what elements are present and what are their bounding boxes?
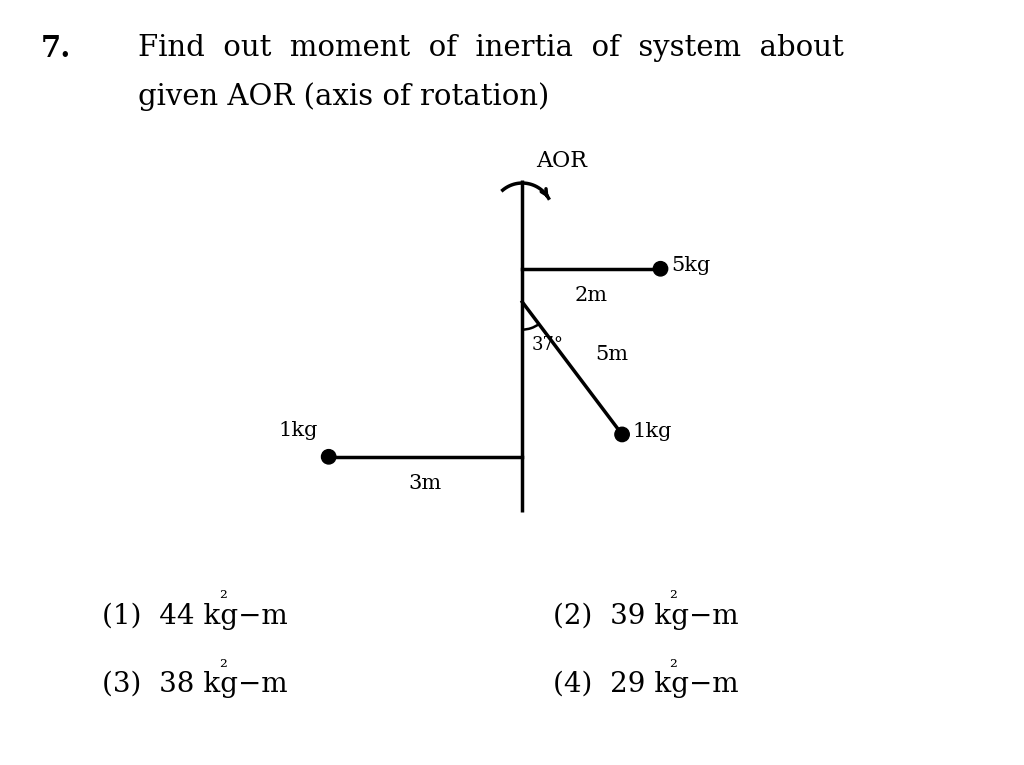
- Text: given AOR (axis of rotation): given AOR (axis of rotation): [138, 82, 550, 111]
- Text: 1kg: 1kg: [279, 422, 317, 440]
- Text: (4)  29 kg−m: (4) 29 kg−m: [553, 671, 738, 698]
- Text: Find  out  moment  of  inertia  of  system  about: Find out moment of inertia of system abo…: [138, 34, 844, 63]
- Text: 2m: 2m: [574, 286, 608, 305]
- Text: AOR: AOR: [537, 150, 587, 172]
- Circle shape: [614, 427, 630, 441]
- Text: ²: ²: [219, 659, 226, 677]
- Text: 3m: 3m: [409, 474, 442, 493]
- Text: 7.: 7.: [41, 34, 72, 63]
- Text: (1)  44 kg−m: (1) 44 kg−m: [102, 602, 288, 630]
- Circle shape: [322, 450, 336, 464]
- Text: (3)  38 kg−m: (3) 38 kg−m: [102, 671, 288, 698]
- Text: 5kg: 5kg: [672, 256, 711, 275]
- Text: ²: ²: [219, 590, 226, 608]
- Text: ²: ²: [670, 590, 677, 608]
- Text: 1kg: 1kg: [632, 422, 672, 441]
- Text: 37°: 37°: [531, 337, 563, 354]
- Text: ²: ²: [670, 659, 677, 677]
- Circle shape: [653, 262, 668, 276]
- Text: (2)  39 kg−m: (2) 39 kg−m: [553, 602, 738, 630]
- Text: 5m: 5m: [595, 345, 629, 364]
